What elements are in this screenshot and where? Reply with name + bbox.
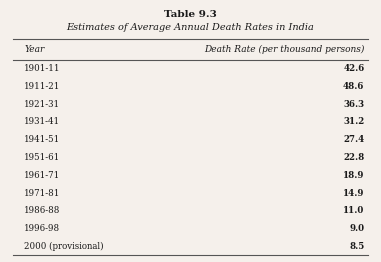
Text: 31.2: 31.2	[343, 117, 365, 127]
Text: 1911-21: 1911-21	[24, 82, 61, 91]
Text: 1996-98: 1996-98	[24, 224, 60, 233]
Text: 22.8: 22.8	[343, 153, 365, 162]
Text: Table 9.3: Table 9.3	[164, 10, 217, 19]
Text: 18.9: 18.9	[343, 171, 365, 180]
Text: Estimates of Average Annual Death Rates in India: Estimates of Average Annual Death Rates …	[67, 23, 314, 32]
Text: 1971-81: 1971-81	[24, 189, 61, 198]
Text: 11.0: 11.0	[343, 206, 365, 215]
Text: 1941-51: 1941-51	[24, 135, 60, 144]
Text: 1986-88: 1986-88	[24, 206, 61, 215]
Text: 42.6: 42.6	[343, 64, 365, 73]
Text: 8.5: 8.5	[349, 242, 365, 251]
Text: 1961-71: 1961-71	[24, 171, 60, 180]
Text: 1951-61: 1951-61	[24, 153, 60, 162]
Text: 1921-31: 1921-31	[24, 100, 60, 109]
Text: Year: Year	[24, 45, 44, 54]
Text: 1901-11: 1901-11	[24, 64, 61, 73]
Text: 2000 (provisional): 2000 (provisional)	[24, 242, 104, 251]
Text: 9.0: 9.0	[349, 224, 365, 233]
Text: Death Rate (per thousand persons): Death Rate (per thousand persons)	[204, 45, 365, 54]
Text: 48.6: 48.6	[343, 82, 365, 91]
Text: 14.9: 14.9	[343, 189, 365, 198]
Text: 1931-41: 1931-41	[24, 117, 60, 127]
Text: 27.4: 27.4	[343, 135, 365, 144]
Text: 36.3: 36.3	[343, 100, 365, 109]
